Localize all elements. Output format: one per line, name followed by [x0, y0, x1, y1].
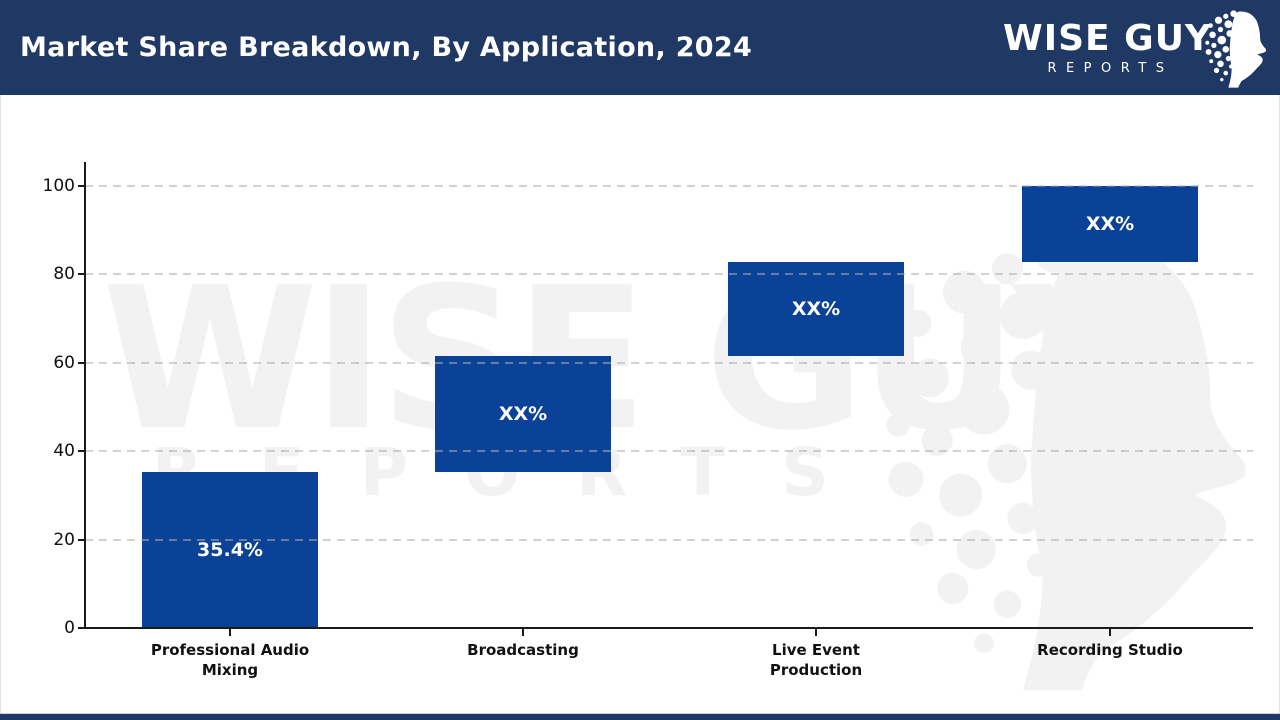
y-axis-tick-label: 100 — [42, 176, 75, 196]
footer-bar — [0, 713, 1280, 720]
x-category-label: Live Event Production — [769, 641, 863, 679]
x-axis-tick — [522, 629, 524, 636]
x-axis-line — [84, 627, 1253, 629]
bar-segment: XX% — [1022, 186, 1198, 263]
wise-guy-reports-logo: WISE GUY REPORTS — [1003, 5, 1268, 90]
y-axis-tick-label: 60 — [53, 352, 75, 373]
x-category-label: Professional Audio Mixing — [150, 641, 310, 679]
logo-text: WISE GUY REPORTS — [1002, 17, 1212, 76]
x-category-label: Broadcasting — [467, 641, 579, 659]
y-gridline — [85, 538, 1253, 541]
y-gridline — [85, 361, 1253, 364]
y-axis-tick-label: 0 — [64, 618, 75, 638]
bar-value-label: 35.4% — [197, 538, 263, 561]
y-axis-tick-label: 40 — [53, 441, 75, 462]
header-bar: Market Share Breakdown, By Application, … — [0, 0, 1280, 95]
y-axis-tick — [78, 185, 85, 187]
y-gridline — [85, 450, 1253, 453]
x-axis-tick — [1109, 629, 1111, 636]
y-axis-tick — [78, 273, 85, 276]
x-axis-tick — [815, 629, 817, 636]
y-gridline — [85, 273, 1253, 276]
y-axis-line — [84, 162, 86, 629]
y-axis-tick — [78, 450, 85, 453]
y-axis-tick-label: 80 — [53, 264, 75, 285]
logo-name: WISE GUY — [1002, 17, 1212, 59]
bar-value-label: XX% — [1085, 213, 1135, 236]
y-axis-tick — [78, 538, 85, 541]
bar-value-label: XX% — [791, 298, 841, 321]
y-gridline — [85, 185, 1253, 187]
y-axis-tick — [78, 627, 85, 629]
bar-segment: 35.4% — [142, 471, 318, 628]
bar-segment: XX% — [435, 356, 611, 472]
x-axis-tick — [229, 629, 231, 636]
bar-segment: XX% — [728, 262, 904, 357]
logo-face-icon — [1205, 9, 1267, 88]
logo-subtitle: REPORTS — [1047, 60, 1174, 76]
bar-value-label: XX% — [498, 402, 548, 425]
y-axis-tick — [78, 361, 85, 364]
page-title: Market Share Breakdown, By Application, … — [20, 32, 753, 63]
y-axis-tick-label: 20 — [53, 529, 75, 550]
x-category-label: Recording Studio — [1037, 641, 1183, 659]
